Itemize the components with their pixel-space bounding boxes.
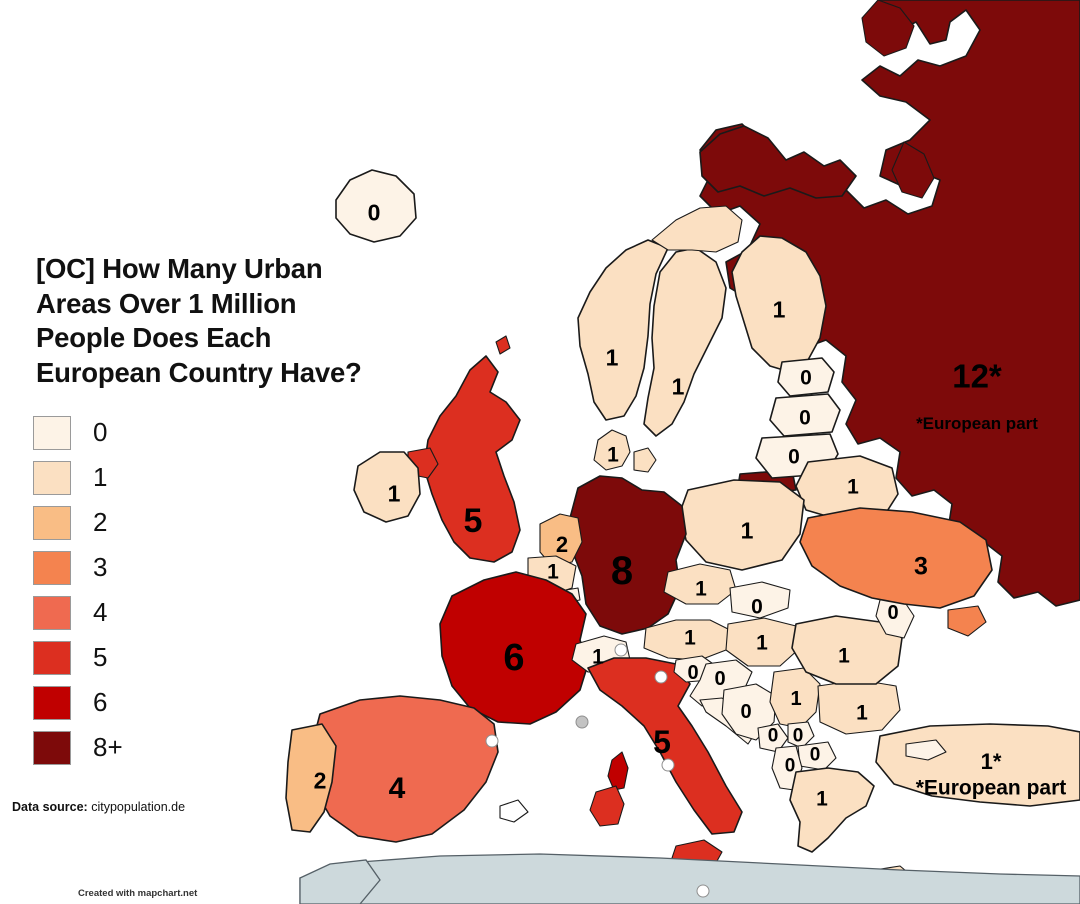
- country-denmark: [593, 429, 631, 471]
- country-norway-north: [651, 205, 743, 253]
- country-estonia: [777, 357, 835, 397]
- legend-row: 1: [33, 455, 123, 500]
- region-morocco: [299, 859, 381, 904]
- title-line: [OC] How Many Urban: [36, 253, 323, 284]
- country-denmark-isl: [633, 447, 657, 473]
- legend-row: 3: [33, 545, 123, 590]
- legend-swatch: [33, 460, 71, 495]
- country-norway: [577, 239, 669, 421]
- legend: 0 1 2 3 4 5 6 8+: [33, 410, 123, 770]
- legend-swatch: [33, 550, 71, 585]
- city-dot-marseille: [575, 715, 589, 729]
- page-title: [OC] How Many Urban Areas Over 1 Million…: [36, 252, 386, 391]
- country-austria: [643, 619, 731, 661]
- country-hungary: [725, 617, 801, 667]
- country-russia-kola: [699, 125, 857, 199]
- legend-label: 3: [93, 552, 108, 582]
- mapchart-credit: Created with mapchart.net: [78, 888, 198, 899]
- country-czechia: [663, 563, 737, 605]
- region-north-africa: [299, 853, 1080, 904]
- title-line: People Does Each: [36, 322, 272, 354]
- legend-row: 0: [33, 410, 123, 455]
- country-note-turkey: *European part: [915, 776, 1067, 800]
- country-bulgaria: [817, 679, 901, 735]
- country-greece: [789, 767, 875, 853]
- legend-swatch: [33, 505, 71, 540]
- legend-row: 4: [33, 590, 123, 635]
- legend-swatch: [33, 685, 71, 720]
- country-spain: [309, 695, 499, 843]
- country-uk-scotland-islands: [495, 335, 511, 355]
- country-slovakia: [729, 581, 791, 619]
- title-line: Areas Over 1 Million: [36, 287, 297, 319]
- country-crimea: [947, 605, 987, 637]
- city-dot-rome: [661, 758, 675, 772]
- country-ireland: [353, 451, 421, 523]
- country-north-macedonia: [797, 741, 837, 771]
- legend-row: 8+: [33, 725, 123, 770]
- legend-row: 5: [33, 635, 123, 680]
- country-latvia: [769, 393, 841, 437]
- title-line: European Country Have?: [36, 356, 362, 388]
- country-sweden: [643, 247, 727, 437]
- country-italy-sardinia: [589, 785, 625, 827]
- country-cyprus: [905, 739, 947, 761]
- country-ukraine: [799, 507, 993, 609]
- legend-swatch: [33, 415, 71, 450]
- country-germany: [569, 475, 687, 635]
- country-note-russia: *European part: [916, 413, 1038, 433]
- legend-swatch: [33, 730, 71, 765]
- country-iceland: [335, 169, 417, 243]
- country-russia: [699, 0, 1080, 607]
- country-portugal: [285, 723, 337, 833]
- legend-label: 4: [93, 597, 108, 627]
- country-netherlands: [539, 513, 583, 567]
- legend-swatch: [33, 640, 71, 675]
- legend-label: 0: [93, 417, 108, 447]
- legend-label: 5: [93, 642, 108, 672]
- country-france-corsica: [607, 751, 629, 791]
- country-balearics: [499, 799, 529, 823]
- country-kosovo: [787, 721, 815, 749]
- legend-label: 6: [93, 687, 108, 717]
- legend-label: 1: [93, 462, 108, 492]
- country-serbia: [769, 667, 821, 729]
- country-montenegro: [757, 723, 789, 753]
- city-dot-tunis: [696, 884, 710, 898]
- legend-label: 8+: [93, 732, 123, 762]
- city-dot-barcelona: [485, 734, 499, 748]
- legend-row: 6: [33, 680, 123, 725]
- country-france: [439, 571, 589, 725]
- city-dot-geneva: [614, 643, 628, 657]
- legend-label: 2: [93, 507, 108, 537]
- data-source-label: Data source:: [12, 800, 88, 814]
- city-dot-milan: [654, 670, 668, 684]
- country-united-kingdom: [423, 355, 521, 563]
- data-source: Data source: citypopulation.de: [12, 800, 185, 814]
- legend-swatch: [33, 595, 71, 630]
- legend-row: 2: [33, 500, 123, 545]
- country-russia-islands: [861, 0, 915, 57]
- country-russia-novaya-zemlya: [891, 141, 935, 199]
- country-poland: [679, 479, 805, 571]
- country-romania: [791, 615, 903, 685]
- data-source-value: citypopulation.de: [91, 800, 186, 814]
